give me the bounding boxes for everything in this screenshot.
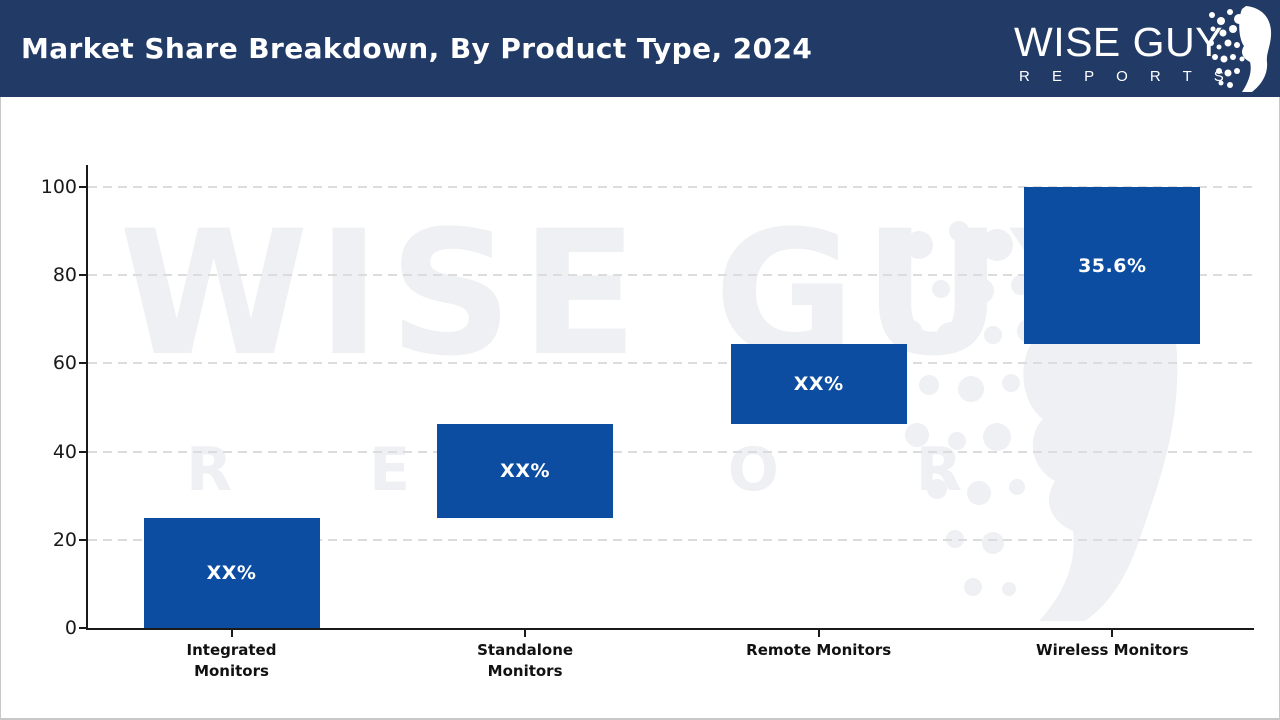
x-category-label-standalone-monitors: Standalone Monitors	[477, 641, 574, 680]
bar-remote-monitors: XX%	[730, 344, 907, 424]
x-category-label-remote-monitors: Remote Monitors	[746, 641, 892, 659]
gridline	[88, 362, 1254, 365]
gridline	[88, 274, 1254, 277]
header: Market Share Breakdown, By Product Type,…	[0, 0, 1280, 97]
y-tick-mark	[79, 627, 86, 629]
bar-value-label: XX%	[793, 372, 844, 395]
x-category-label-integrated-monitors: Integrated Monitors	[186, 641, 277, 680]
logo-face-silhouette	[1239, 6, 1272, 92]
y-tick-label: 60	[52, 352, 77, 375]
bar-wireless-monitors: 35.6%	[1024, 187, 1201, 344]
x-tick-mark	[817, 630, 820, 637]
y-tick-mark	[79, 538, 86, 541]
bar-value-label: XX%	[500, 460, 551, 483]
y-tick-mark	[79, 274, 86, 277]
y-tick-mark	[79, 186, 86, 188]
bar-integrated-monitors: XX%	[143, 518, 320, 628]
y-tick-mark	[79, 450, 86, 453]
page-title: Market Share Breakdown, By Product Type,…	[21, 32, 813, 65]
bar-value-label: 35.6%	[1078, 254, 1147, 277]
gridline	[88, 450, 1254, 453]
wise-guy-logo: WISE GUY R E P O R T S	[1014, 3, 1272, 94]
bar-standalone-monitors: XX%	[437, 423, 614, 519]
y-axis-line	[86, 165, 88, 630]
x-category-label-wireless-monitors: Wireless Monitors	[1036, 641, 1189, 659]
logo-subtitle: R E P O R T S	[1019, 68, 1233, 85]
plot-area: XX% XX% XX% 35.6%	[88, 170, 1254, 628]
gridline	[88, 186, 1254, 188]
logo-name: WISE GUY	[1014, 19, 1223, 65]
x-tick-mark	[1111, 630, 1114, 637]
y-tick-label: 0	[64, 617, 77, 639]
y-tick-mark	[79, 362, 86, 365]
x-tick-mark	[230, 630, 233, 637]
x-axis-line	[86, 628, 1254, 630]
x-tick-mark	[524, 630, 527, 637]
bar-value-label: XX%	[206, 562, 257, 585]
y-tick-label: 40	[52, 440, 77, 463]
y-tick-label: 20	[52, 528, 77, 551]
y-tick-label: 100	[40, 176, 77, 198]
wise-guy-logo-graphic: WISE GUY R E P O R T S	[1014, 6, 1272, 92]
gridline	[88, 538, 1254, 541]
y-tick-label: 80	[52, 264, 77, 287]
